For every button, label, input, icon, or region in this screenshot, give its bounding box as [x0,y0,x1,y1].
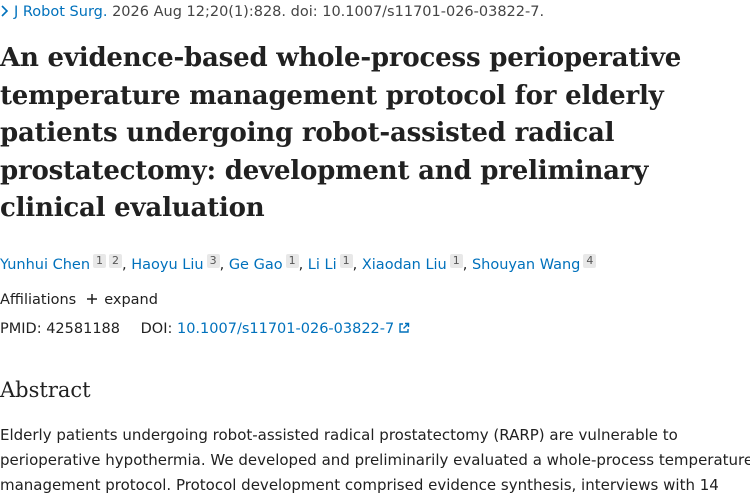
affiliation-ref[interactable]: 1 [339,254,353,268]
journal-link[interactable]: J Robot Surg. [14,4,108,20]
doi-label: DOI: [140,321,173,337]
affiliation-ref[interactable]: 1 [449,254,463,268]
abstract-line: Elderly patients undergoing robot-assist… [0,426,678,444]
author-name[interactable]: Xiaodan Liu [361,257,447,273]
external-link-icon[interactable] [398,322,410,334]
citation: J Robot Surg. 2026 Aug 12;20(1):828. doi… [0,4,544,20]
affiliation-ref[interactable]: 1 [285,254,299,268]
author: Li Li1 [299,254,353,273]
abstract-line: management protocol. Protocol developmen… [0,476,719,494]
citation-details: 2026 Aug 12;20(1):828. doi: 10.1007/s117… [112,4,545,20]
author-list: Yunhui Chen12Haoyu Liu3Ge Gao1Li Li1Xiao… [0,254,597,273]
expand-button[interactable]: expand [86,292,158,308]
doi-link[interactable]: 10.1007/s11701-026-03822-7 [176,321,395,337]
abstract-text: Elderly patients undergoing robot-assist… [0,423,750,498]
article-title: An evidence-based whole-process perioper… [0,43,682,223]
pmid-value: 42581188 [46,321,121,337]
plus-icon [87,294,98,304]
author-name[interactable]: Haoyu Liu [131,257,204,273]
abstract-line: perioperative hypothermia. We developed … [0,451,750,469]
abstract-heading: Abstract [0,378,91,402]
identifiers: PMID: 42581188 DOI: 10.1007/s11701-026-0… [0,321,410,337]
chevron-icon [1,5,9,17]
expand-label[interactable]: expand [104,292,158,308]
affiliation-ref[interactable]: 3 [206,254,220,268]
author-name[interactable]: Yunhui Chen [0,257,91,273]
author-name[interactable]: Shouyan Wang [471,257,581,273]
affiliation-ref[interactable]: 2 [109,254,123,268]
affiliations-label: Affiliations [0,292,77,308]
affiliation-ref[interactable]: 4 [583,254,597,268]
affiliations: Affiliations expand [0,292,158,308]
author: Yunhui Chen 1 2 [0,254,123,273]
pmid-label: PMID: [0,321,42,337]
author-name[interactable]: Ge Gao [228,257,283,273]
author-name[interactable]: Li Li [307,257,337,273]
affiliation-ref[interactable]: 1 [93,254,107,268]
